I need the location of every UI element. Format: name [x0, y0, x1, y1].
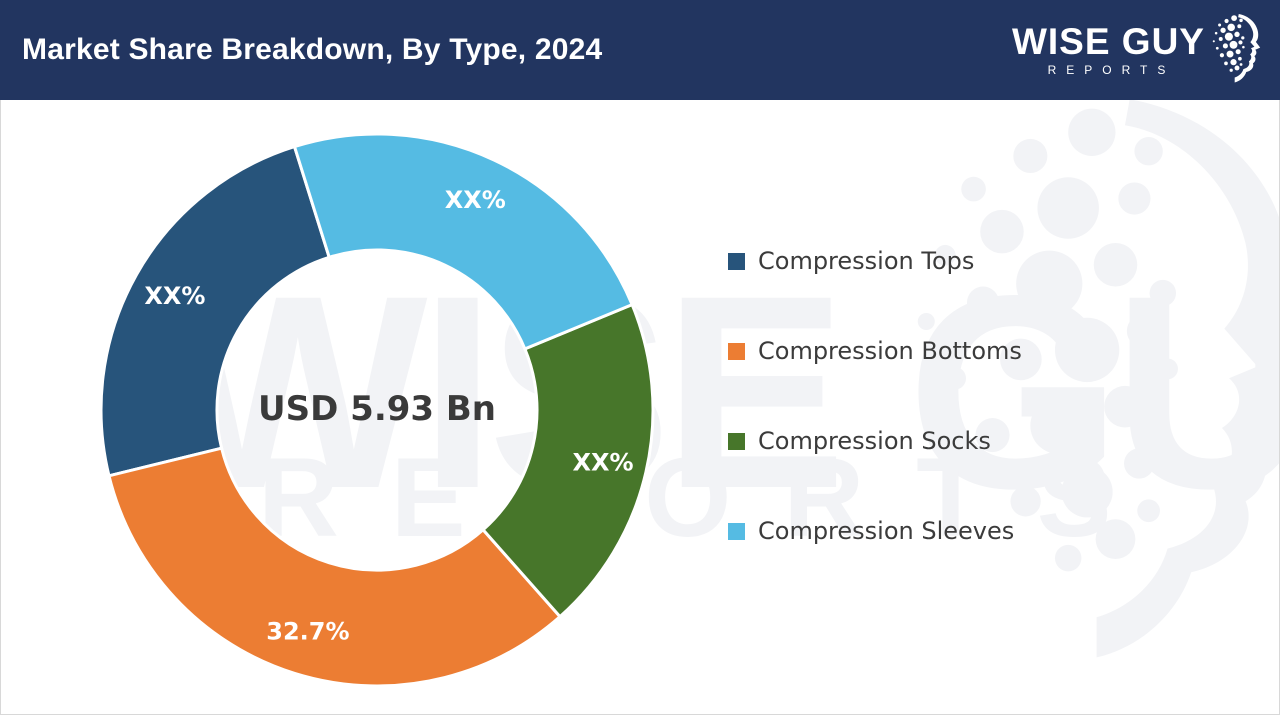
legend-item-compression-socks: Compression Socks — [728, 429, 1022, 453]
logo-face-icon — [1212, 14, 1261, 83]
legend-swatch-icon — [728, 432, 745, 450]
segment-value-label: 32.7% — [266, 618, 349, 646]
legend-item-compression-bottoms: Compression Bottoms — [728, 339, 1022, 363]
legend-swatch-icon — [728, 252, 745, 270]
brand-logo: WISE GUY REPORTS — [1012, 12, 1266, 88]
logo-wordmark-line1: WISE GUY — [1011, 21, 1205, 62]
logo-wordmark: WISE GUY REPORTS — [1012, 23, 1205, 77]
chart-legend: Compression Tops Compression Bottoms Compr… — [728, 249, 1022, 543]
legend-item-compression-sleeves: Compression Sleeves — [728, 519, 1022, 543]
legend-item-label: Compression Tops — [758, 247, 975, 275]
page-title: Market Share Breakdown, By Type, 2024 — [22, 33, 603, 66]
segment-value-label: XX% — [445, 186, 506, 214]
legend-item-label: Compression Sleeves — [758, 517, 1015, 545]
legend-swatch-icon — [728, 342, 745, 360]
logo-wordmark-line2: REPORTS — [1047, 63, 1176, 77]
legend-item-label: Compression Bottoms — [758, 337, 1022, 365]
legend-item-label: Compression Socks — [758, 427, 991, 455]
frame-edge-bottom — [0, 714, 1280, 715]
legend-item-compression-tops: Compression Tops — [728, 249, 1022, 273]
frame-edge-left — [0, 100, 1, 714]
legend-swatch-icon — [728, 522, 745, 540]
header-bar: Market Share Breakdown, By Type, 2024 WI… — [0, 0, 1280, 100]
center-value-label: USD 5.93 Bn — [258, 389, 496, 429]
